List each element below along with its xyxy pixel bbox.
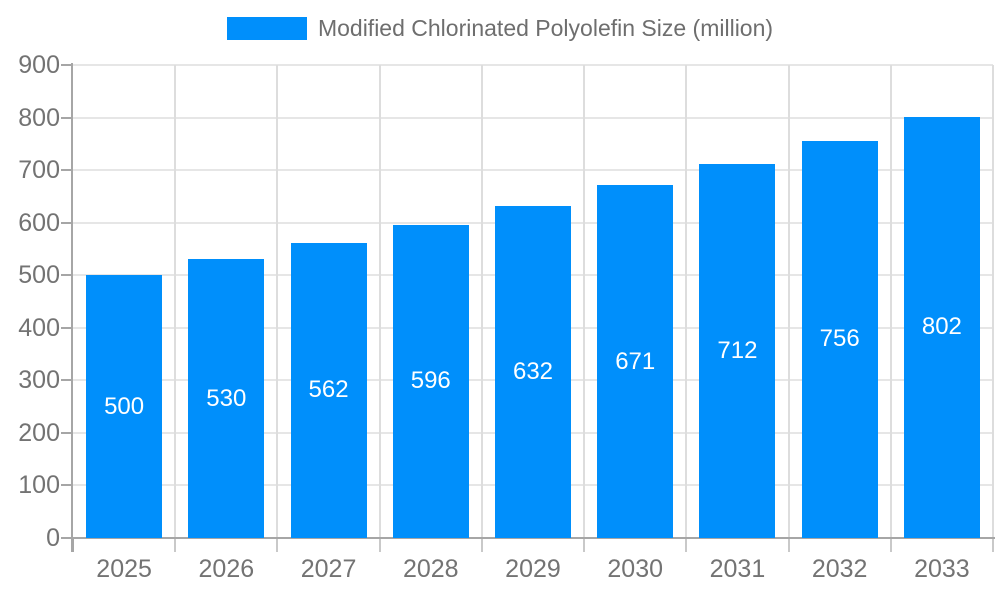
x-axis-line	[71, 537, 995, 539]
bar-2026[interactable]: 530	[188, 259, 265, 538]
bar-2033[interactable]: 802	[903, 116, 980, 538]
x-axis-tick	[378, 539, 381, 552]
x-axis-tick	[685, 539, 688, 552]
bar-value-label: 712	[717, 336, 758, 364]
bar-2030[interactable]: 671	[597, 185, 674, 538]
x-axis-tick	[889, 539, 892, 552]
legend-label: Modified Chlorinated Polyolefin Size (mi…	[317, 15, 774, 41]
y-axis-label: 800	[18, 103, 60, 132]
grid-line-vertical	[378, 65, 381, 538]
bar-value-label: 596	[410, 367, 451, 395]
grid-line-horizontal	[73, 169, 993, 172]
bar-2029[interactable]: 632	[495, 205, 571, 538]
y-axis-tick	[61, 326, 71, 329]
x-axis-tick	[276, 539, 279, 552]
y-axis-tick	[61, 169, 71, 172]
x-axis-tick	[583, 539, 586, 552]
y-axis-label: 900	[18, 51, 60, 79]
grid-line-horizontal	[73, 116, 993, 119]
x-axis-tick	[480, 539, 483, 552]
bar-value-label: 562	[308, 376, 349, 404]
x-axis-tick	[787, 539, 790, 552]
bar-2025[interactable]: 500	[86, 275, 163, 538]
y-axis-tick	[61, 64, 71, 66]
y-axis-label: 100	[18, 471, 60, 500]
grid-line-vertical	[992, 65, 994, 538]
y-axis-tick	[61, 379, 71, 382]
y-axis-tick	[61, 537, 71, 539]
x-axis-tick	[992, 539, 994, 552]
legend-swatch	[226, 17, 307, 40]
x-axis-label: 2026	[198, 555, 255, 583]
y-axis-label: 500	[18, 261, 60, 290]
y-axis-label: 0	[46, 524, 60, 552]
bar-value-label: 756	[819, 325, 860, 353]
x-axis-label: 2028	[402, 555, 459, 583]
grid-line-vertical	[685, 65, 688, 538]
x-axis-tick	[72, 539, 74, 552]
grid-line-vertical	[480, 65, 483, 538]
grid-line-vertical	[276, 65, 279, 538]
bar-value-label: 530	[206, 384, 247, 412]
bar-2032[interactable]: 756	[801, 140, 878, 538]
x-axis-label: 2032	[811, 555, 868, 583]
grid-line-vertical	[174, 65, 177, 538]
x-axis-tick	[174, 539, 177, 552]
y-axis-tick	[61, 431, 71, 434]
x-axis-label: 2025	[96, 555, 152, 583]
grid-line-horizontal	[73, 64, 993, 66]
x-axis-label: 2033	[914, 555, 970, 583]
bar-2028[interactable]: 596	[392, 224, 469, 538]
y-axis-tick	[61, 221, 71, 224]
bar-value-label: 500	[104, 392, 145, 420]
x-axis-label: 2031	[709, 555, 766, 583]
grid-line-vertical	[787, 65, 790, 538]
chart-legend[interactable]: Modified Chlorinated Polyolefin Size (mi…	[0, 17, 1000, 40]
bar-2027[interactable]: 562	[290, 242, 367, 538]
y-axis-label: 400	[18, 313, 60, 342]
y-axis-tick	[61, 484, 71, 487]
grid-line-vertical	[583, 65, 586, 538]
bar-value-label: 671	[615, 347, 656, 375]
y-axis-tick	[61, 274, 71, 277]
y-axis-tick	[61, 116, 71, 119]
y-axis-label: 200	[18, 418, 60, 447]
bar-value-label: 632	[512, 357, 554, 385]
y-axis-line	[71, 63, 73, 552]
x-axis-label: 2027	[300, 555, 357, 583]
y-axis-label: 300	[18, 366, 60, 395]
bar-value-label: 802	[921, 313, 962, 341]
grid-line-vertical	[889, 65, 892, 538]
y-axis-label: 600	[18, 208, 60, 237]
y-axis-label: 700	[18, 156, 60, 185]
x-axis-label: 2029	[505, 555, 561, 583]
x-axis-label: 2030	[607, 555, 664, 583]
bar-2031[interactable]: 712	[699, 163, 776, 538]
